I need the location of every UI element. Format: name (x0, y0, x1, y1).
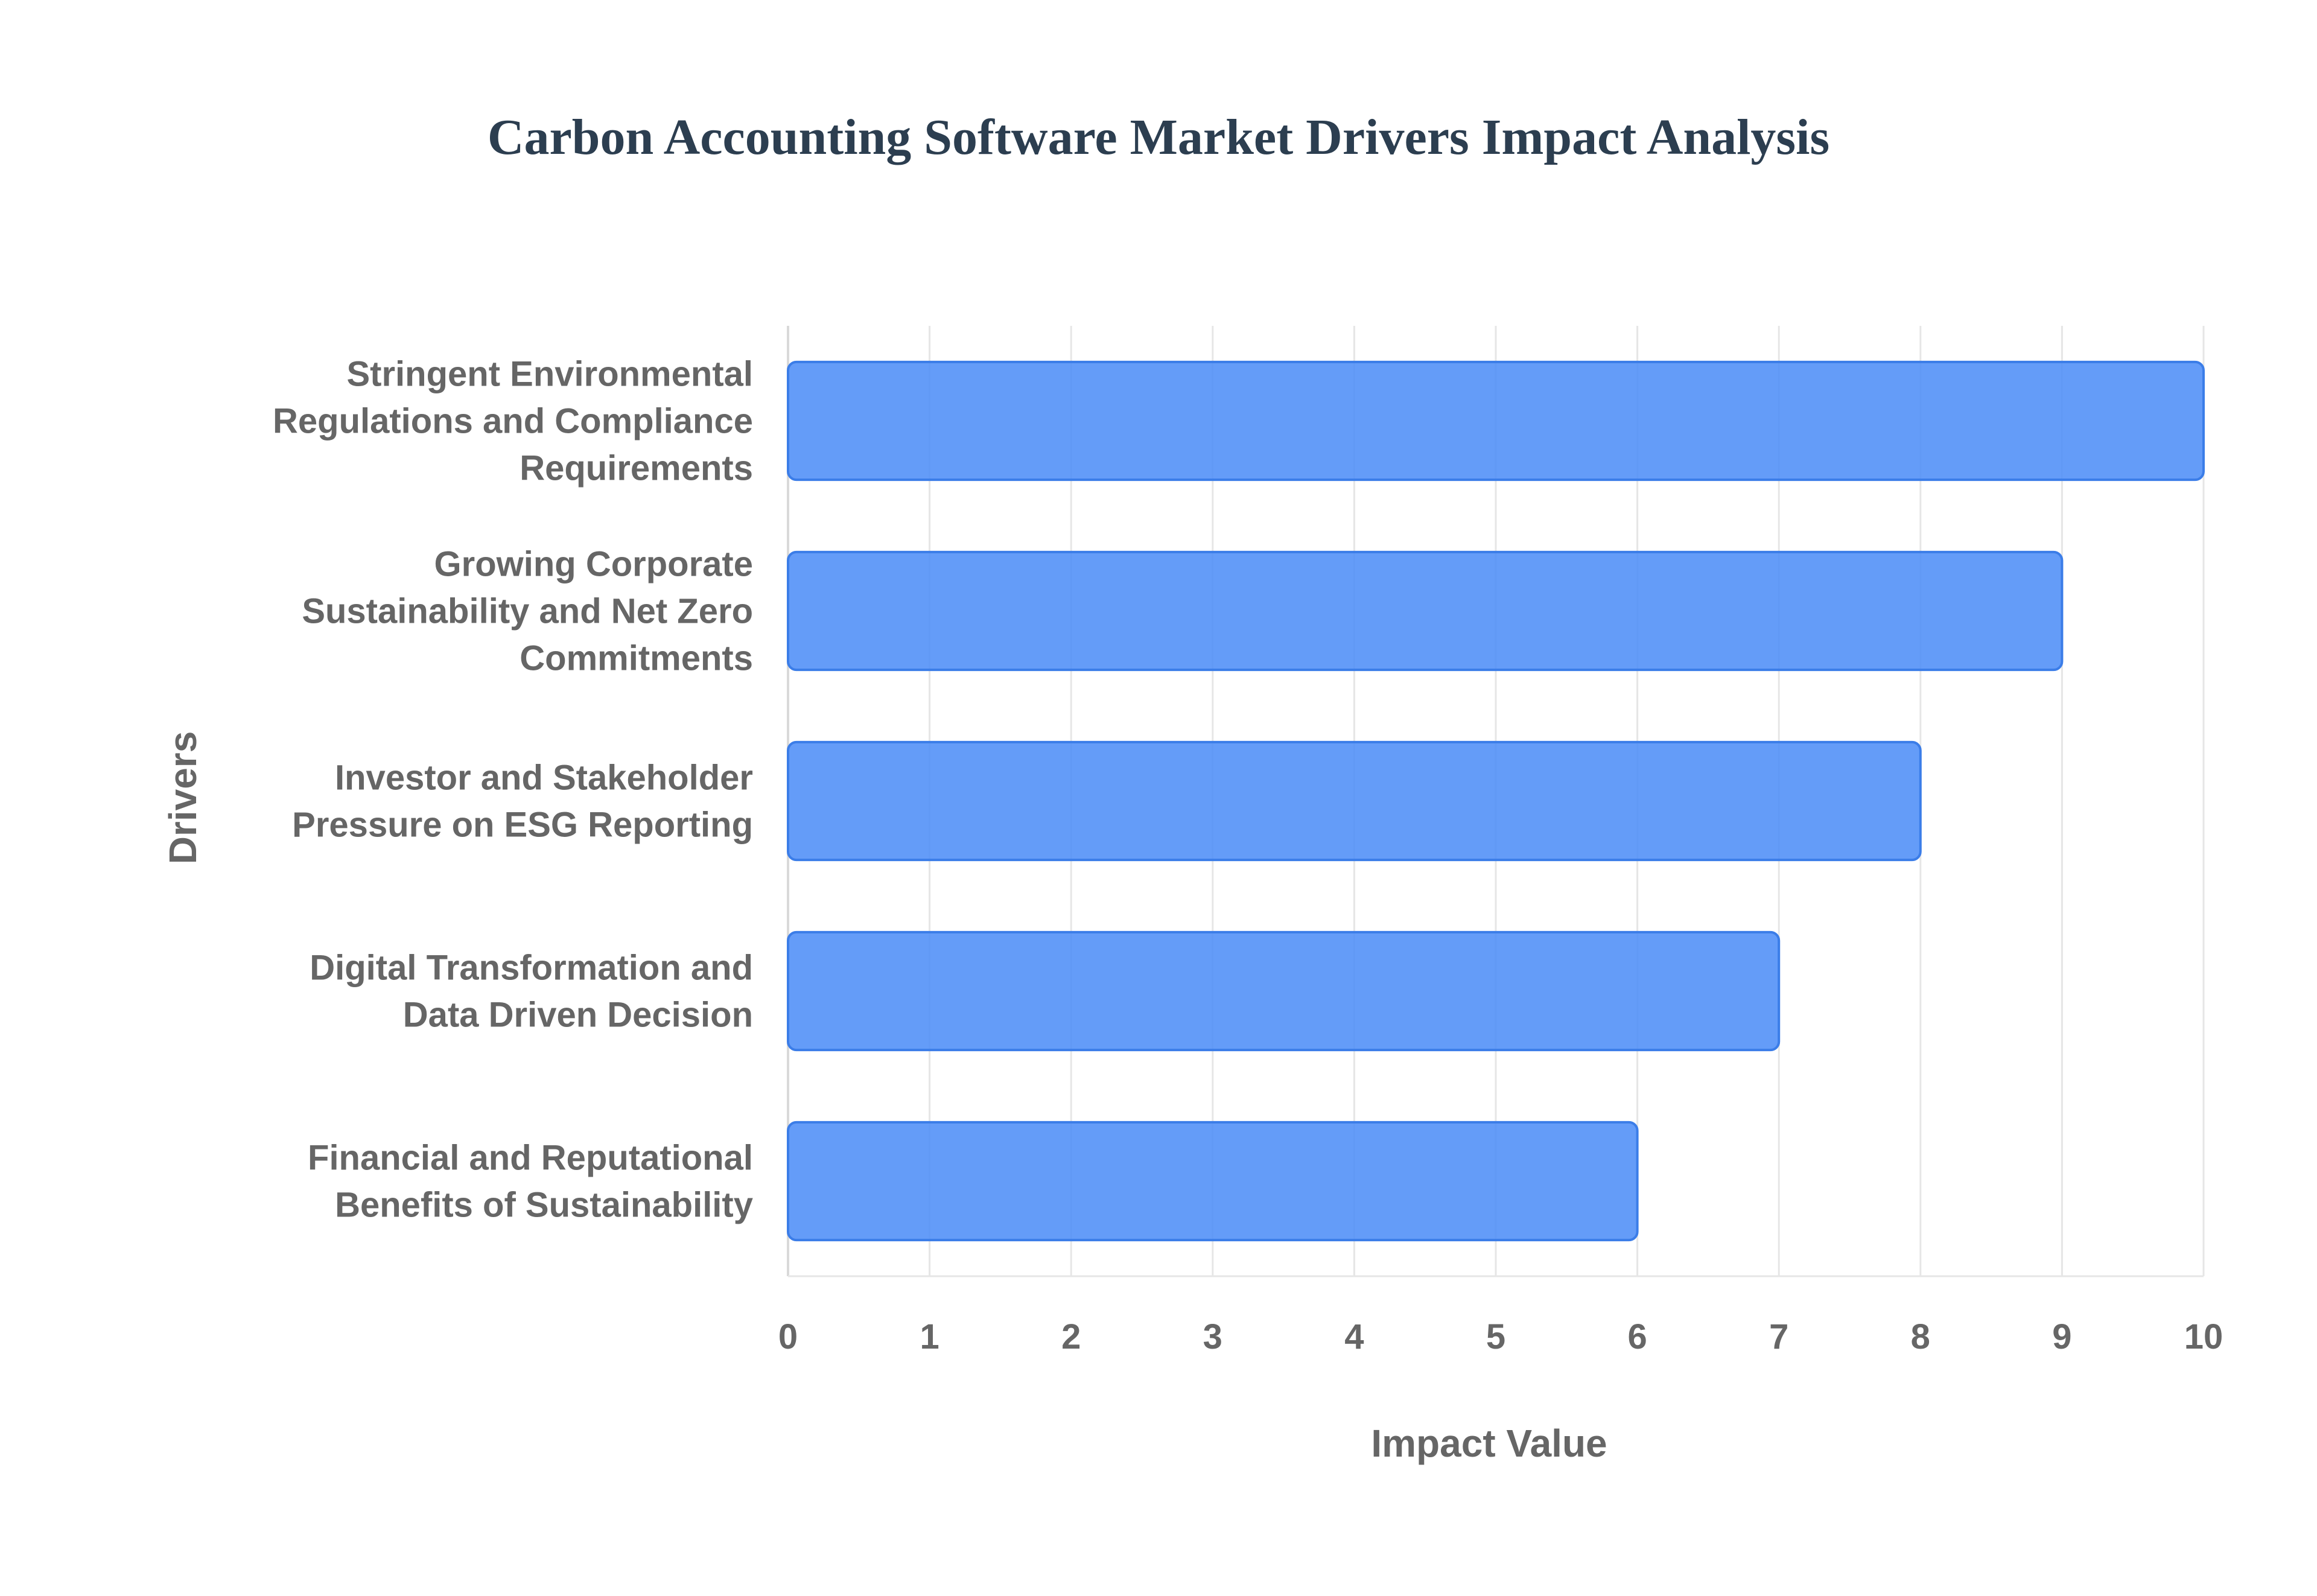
x-tick-label: 4 (1344, 1317, 1364, 1356)
y-category-label: Growing Corporate Sustainability and Net … (302, 545, 753, 678)
bar-layer (787, 360, 2205, 1242)
bar (787, 360, 2205, 482)
x-tick-layer: 0 1 2 3 4 5 6 7 8 9 10 (778, 1317, 2223, 1356)
bar (787, 740, 1922, 862)
y-category-label: Investor and Stakeholder Pressure on ESG … (292, 758, 753, 845)
category-label-layer: Stringent Environmental Regulations and C… (273, 355, 753, 1225)
x-tick-label: 8 (1911, 1317, 1930, 1356)
x-tick-label: 3 (1203, 1317, 1222, 1356)
x-tick-label: 5 (1486, 1317, 1505, 1356)
bar (787, 550, 2064, 672)
x-tick-label: 2 (1061, 1317, 1081, 1356)
y-axis-title: Drivers (161, 731, 205, 865)
y-category-label: Stringent Environmental Regulations and C… (273, 355, 753, 488)
x-tick-label: 10 (2184, 1317, 2223, 1356)
chart-title: Carbon Accounting Software Market Driver… (488, 109, 1829, 165)
y-category-label: Digital Transformation and Data Driven De… (310, 949, 753, 1035)
x-tick-label: 0 (778, 1317, 798, 1356)
bar (787, 1121, 1639, 1242)
x-tick-label: 7 (1769, 1317, 1788, 1356)
x-tick-label: 1 (920, 1317, 939, 1356)
x-tick-label: 6 (1627, 1317, 1647, 1356)
x-axis-title: Impact Value (1371, 1422, 1607, 1465)
y-category-label: Financial and Reputational Benefits of Su… (308, 1139, 753, 1225)
bar (787, 930, 1781, 1052)
x-tick-label: 9 (2052, 1317, 2071, 1356)
